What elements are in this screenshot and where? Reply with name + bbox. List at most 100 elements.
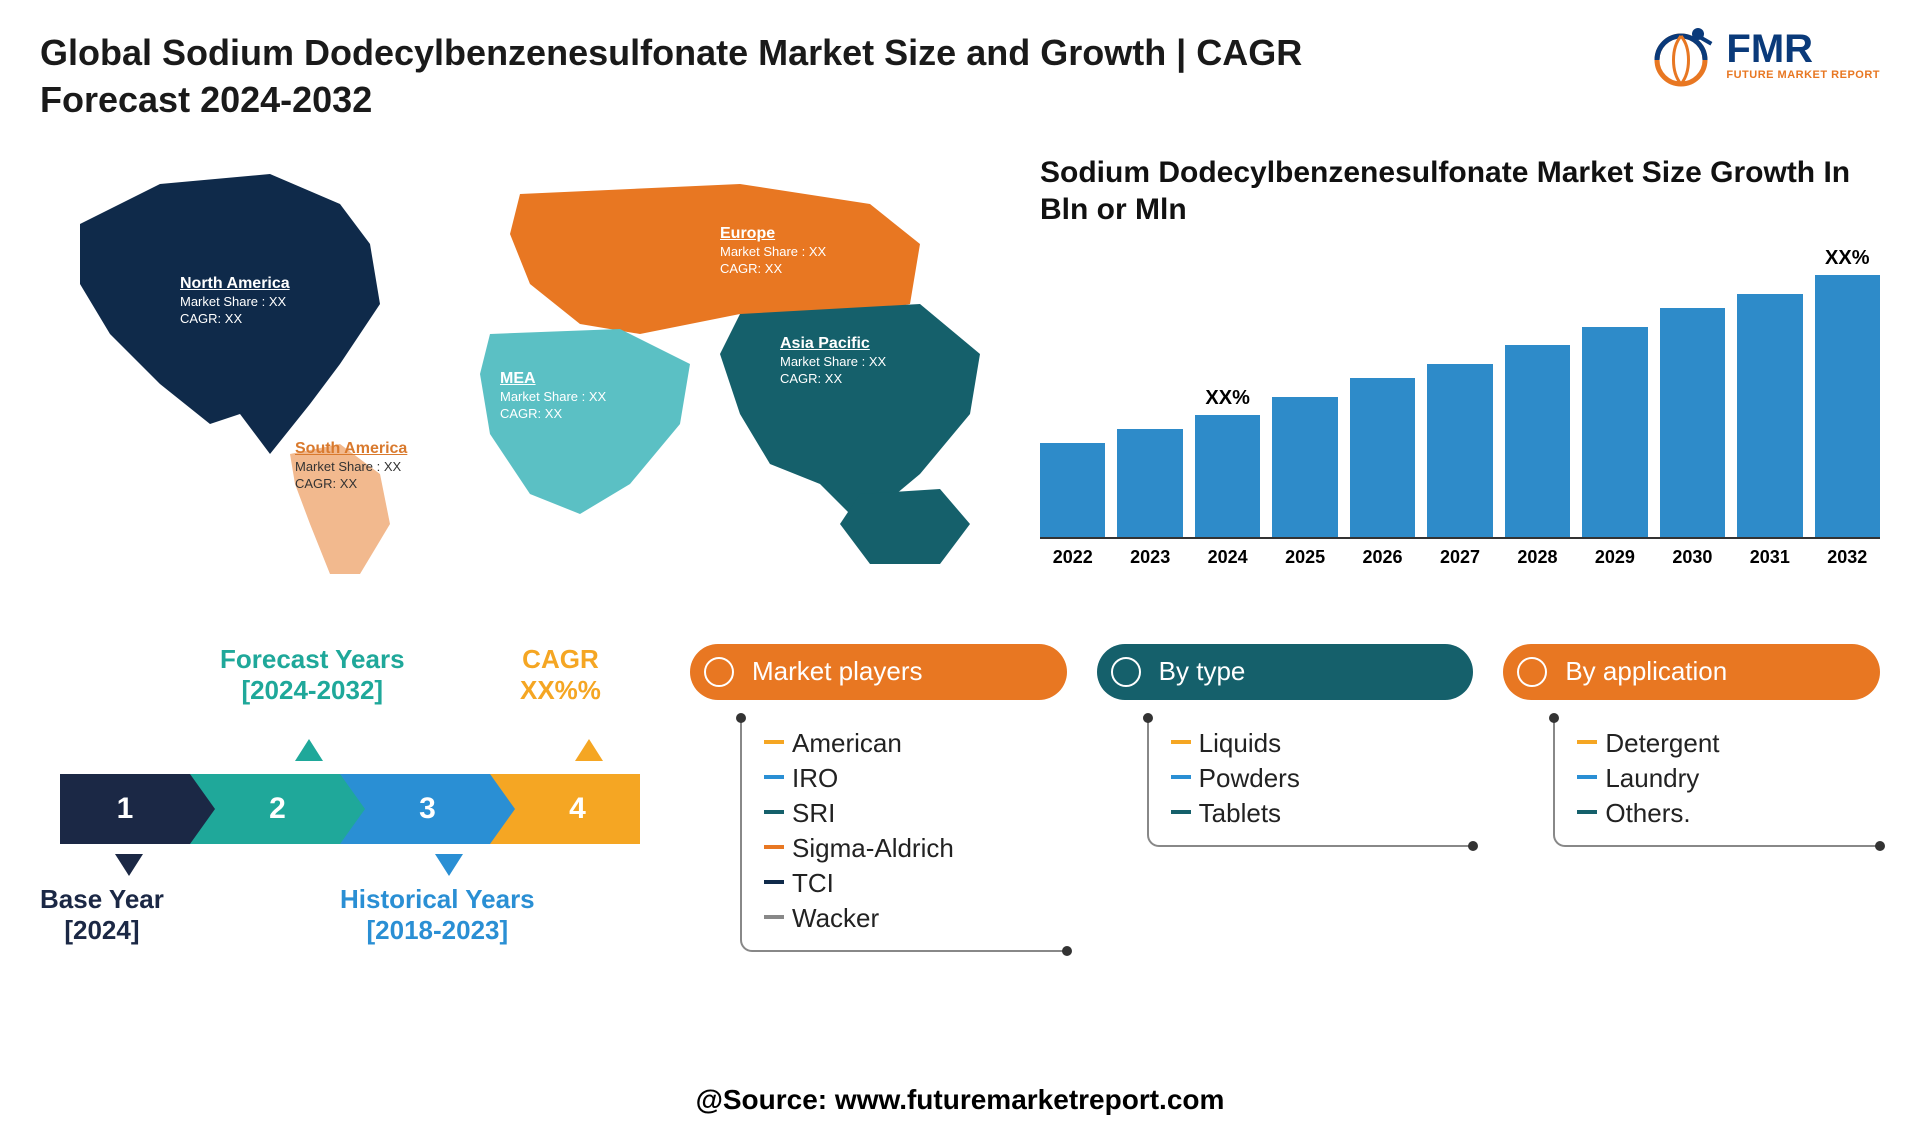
eu-name: Europe — [720, 224, 826, 245]
bar-percent-tag: XX% — [1205, 387, 1249, 410]
triangle-down-icon — [435, 854, 463, 876]
ap-name: Asia Pacific — [780, 334, 886, 355]
growth-bar-chart: Sodium Dodecylbenzenesulfonate Market Si… — [1040, 154, 1880, 584]
bar — [1272, 397, 1337, 537]
bullet-mark-icon — [764, 775, 784, 779]
bullet-mark-icon — [1577, 740, 1597, 744]
bullet-mark-icon — [764, 880, 784, 884]
bar — [1505, 345, 1570, 536]
hist-label: Historical Years — [340, 884, 535, 914]
circle-icon — [1111, 657, 1141, 687]
cagr-value: XX%% — [520, 675, 601, 705]
timeline-infographic: Forecast Years [2024-2032] CAGR XX%% 1 2… — [40, 644, 660, 964]
bar-col — [1040, 443, 1105, 536]
bar-col — [1350, 378, 1415, 537]
fmr-globe-icon — [1646, 20, 1716, 90]
bar — [1350, 378, 1415, 537]
brand-logo: FMR FUTURE MARKET REPORT — [1646, 20, 1880, 90]
bullet-mark-icon — [764, 740, 784, 744]
bar-year-label: 2022 — [1040, 547, 1105, 568]
bullet-mark-icon — [764, 810, 784, 814]
bullet-mark-icon — [1171, 775, 1191, 779]
bullet-mark-icon — [764, 915, 784, 919]
world-map: North America Market Share : XX CAGR: XX… — [40, 154, 1000, 584]
bar — [1582, 327, 1647, 537]
bar-year-label: 2028 — [1505, 547, 1570, 568]
triangle-up-icon — [575, 739, 603, 761]
ap-share: Market Share : XX — [780, 354, 886, 369]
bullet-mark-icon — [1171, 810, 1191, 814]
na-name: North America — [180, 274, 290, 295]
bar-col — [1582, 327, 1647, 537]
forecast-label: Forecast Years — [220, 644, 405, 674]
bar-year-label: 2024 — [1195, 547, 1260, 568]
bar-year-label: 2029 — [1582, 547, 1647, 568]
bullet-mark-icon — [1577, 810, 1597, 814]
list-item: SRI — [764, 796, 1067, 831]
bullet-mark-icon — [1171, 740, 1191, 744]
bar-col — [1505, 345, 1570, 536]
base-label: Base Year — [40, 884, 164, 914]
bar-year-label: 2030 — [1660, 547, 1725, 568]
hist-range: [2018-2023] — [367, 915, 509, 945]
list-item: Sigma-Aldrich — [764, 831, 1067, 866]
timeline-bar: 1 2 3 4 — [60, 774, 640, 844]
bar-col — [1272, 397, 1337, 537]
triangle-up-icon — [295, 739, 323, 761]
sa-share: Market Share : XX — [295, 459, 401, 474]
bar — [1117, 429, 1182, 536]
type-header-text: By type — [1159, 656, 1246, 687]
bullet-mark-icon — [764, 845, 784, 849]
mea-share: Market Share : XX — [500, 389, 606, 404]
logo-main: FMR — [1726, 29, 1880, 69]
bar-col: XX% — [1815, 275, 1880, 536]
forecast-range: [2024-2032] — [241, 675, 383, 705]
bar-col — [1660, 308, 1725, 537]
bar-year-label: 2032 — [1815, 547, 1880, 568]
application-header-text: By application — [1565, 656, 1727, 687]
na-cagr: CAGR: XX — [180, 311, 242, 326]
bar-col — [1117, 429, 1182, 536]
bar — [1040, 443, 1105, 536]
base-range: [2024] — [64, 915, 139, 945]
mea-name: MEA — [500, 369, 606, 390]
eu-cagr: CAGR: XX — [720, 261, 782, 276]
market-players-column: Market players AmericanIROSRISigma-Aldri… — [690, 644, 1067, 952]
list-item: American — [764, 726, 1067, 761]
mea-cagr: CAGR: XX — [500, 406, 562, 421]
circle-icon — [1517, 657, 1547, 687]
by-type-column: By type LiquidsPowdersTablets — [1097, 644, 1474, 847]
list-item: Laundry — [1577, 761, 1880, 796]
bar — [1660, 308, 1725, 537]
timeline-seg-1: 1 — [60, 774, 190, 844]
list-item: IRO — [764, 761, 1067, 796]
bullet-mark-icon — [1577, 775, 1597, 779]
triangle-down-icon — [115, 854, 143, 876]
list-item: Wacker — [764, 901, 1067, 936]
bar-percent-tag: XX% — [1825, 247, 1869, 270]
bar-year-label: 2031 — [1737, 547, 1802, 568]
by-type-header: By type — [1097, 644, 1474, 700]
bar-year-label: 2027 — [1427, 547, 1492, 568]
circle-icon — [704, 657, 734, 687]
region-australia — [840, 489, 970, 564]
source-attribution: @Source: www.futuremarketreport.com — [0, 1084, 1920, 1116]
sa-cagr: CAGR: XX — [295, 476, 357, 491]
cagr-label: CAGR — [522, 644, 599, 674]
bar-year-label: 2023 — [1117, 547, 1182, 568]
bar-col — [1427, 364, 1492, 537]
players-header-text: Market players — [752, 656, 923, 687]
list-item: Liquids — [1171, 726, 1474, 761]
logo-sub: FUTURE MARKET REPORT — [1726, 69, 1880, 81]
market-players-header: Market players — [690, 644, 1067, 700]
bar — [1737, 294, 1802, 537]
bar-year-label: 2026 — [1350, 547, 1415, 568]
by-application-column: By application DetergentLaundryOthers. — [1503, 644, 1880, 847]
list-item: Powders — [1171, 761, 1474, 796]
list-item: Detergent — [1577, 726, 1880, 761]
list-item: Tablets — [1171, 796, 1474, 831]
bar — [1815, 275, 1880, 536]
eu-share: Market Share : XX — [720, 244, 826, 259]
na-share: Market Share : XX — [180, 294, 286, 309]
page-title: Global Sodium Dodecylbenzenesulfonate Ma… — [40, 30, 1320, 124]
